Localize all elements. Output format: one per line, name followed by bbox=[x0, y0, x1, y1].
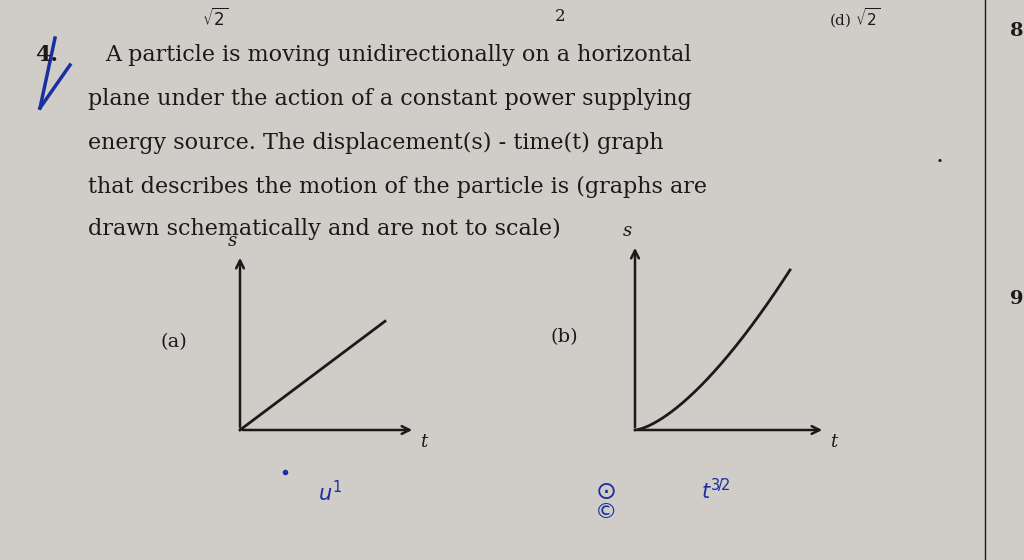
Text: that describes the motion of the particle is (graphs are: that describes the motion of the particl… bbox=[88, 176, 707, 198]
Text: s: s bbox=[623, 222, 632, 240]
Text: (a): (a) bbox=[160, 334, 186, 352]
Text: $\odot$: $\odot$ bbox=[595, 480, 615, 504]
Text: energy source. The displacement(s) - time(t) graph: energy source. The displacement(s) - tim… bbox=[88, 132, 664, 154]
Text: A particle is moving unidirectionally on a horizontal: A particle is moving unidirectionally on… bbox=[105, 44, 691, 66]
Text: s: s bbox=[227, 232, 237, 250]
Text: t: t bbox=[420, 433, 427, 451]
Text: 2: 2 bbox=[555, 8, 565, 25]
Text: $t^{3\!/\!2}$: $t^{3\!/\!2}$ bbox=[700, 478, 729, 503]
Text: 4.: 4. bbox=[35, 44, 58, 66]
Text: (d) $\sqrt{2}$: (d) $\sqrt{2}$ bbox=[829, 6, 881, 30]
Text: (b): (b) bbox=[550, 329, 578, 347]
Text: drawn schematically and are not to scale): drawn schematically and are not to scale… bbox=[88, 218, 561, 240]
Text: plane under the action of a constant power supplying: plane under the action of a constant pow… bbox=[88, 88, 692, 110]
Text: 9.: 9. bbox=[1010, 290, 1024, 308]
Text: .: . bbox=[936, 143, 944, 166]
Text: t: t bbox=[830, 433, 838, 451]
Text: $\sqrt{2}$: $\sqrt{2}$ bbox=[202, 8, 228, 30]
Text: $\copyright$: $\copyright$ bbox=[594, 502, 615, 522]
Text: 8.: 8. bbox=[1010, 22, 1024, 40]
Text: $u^1$: $u^1$ bbox=[318, 480, 342, 505]
